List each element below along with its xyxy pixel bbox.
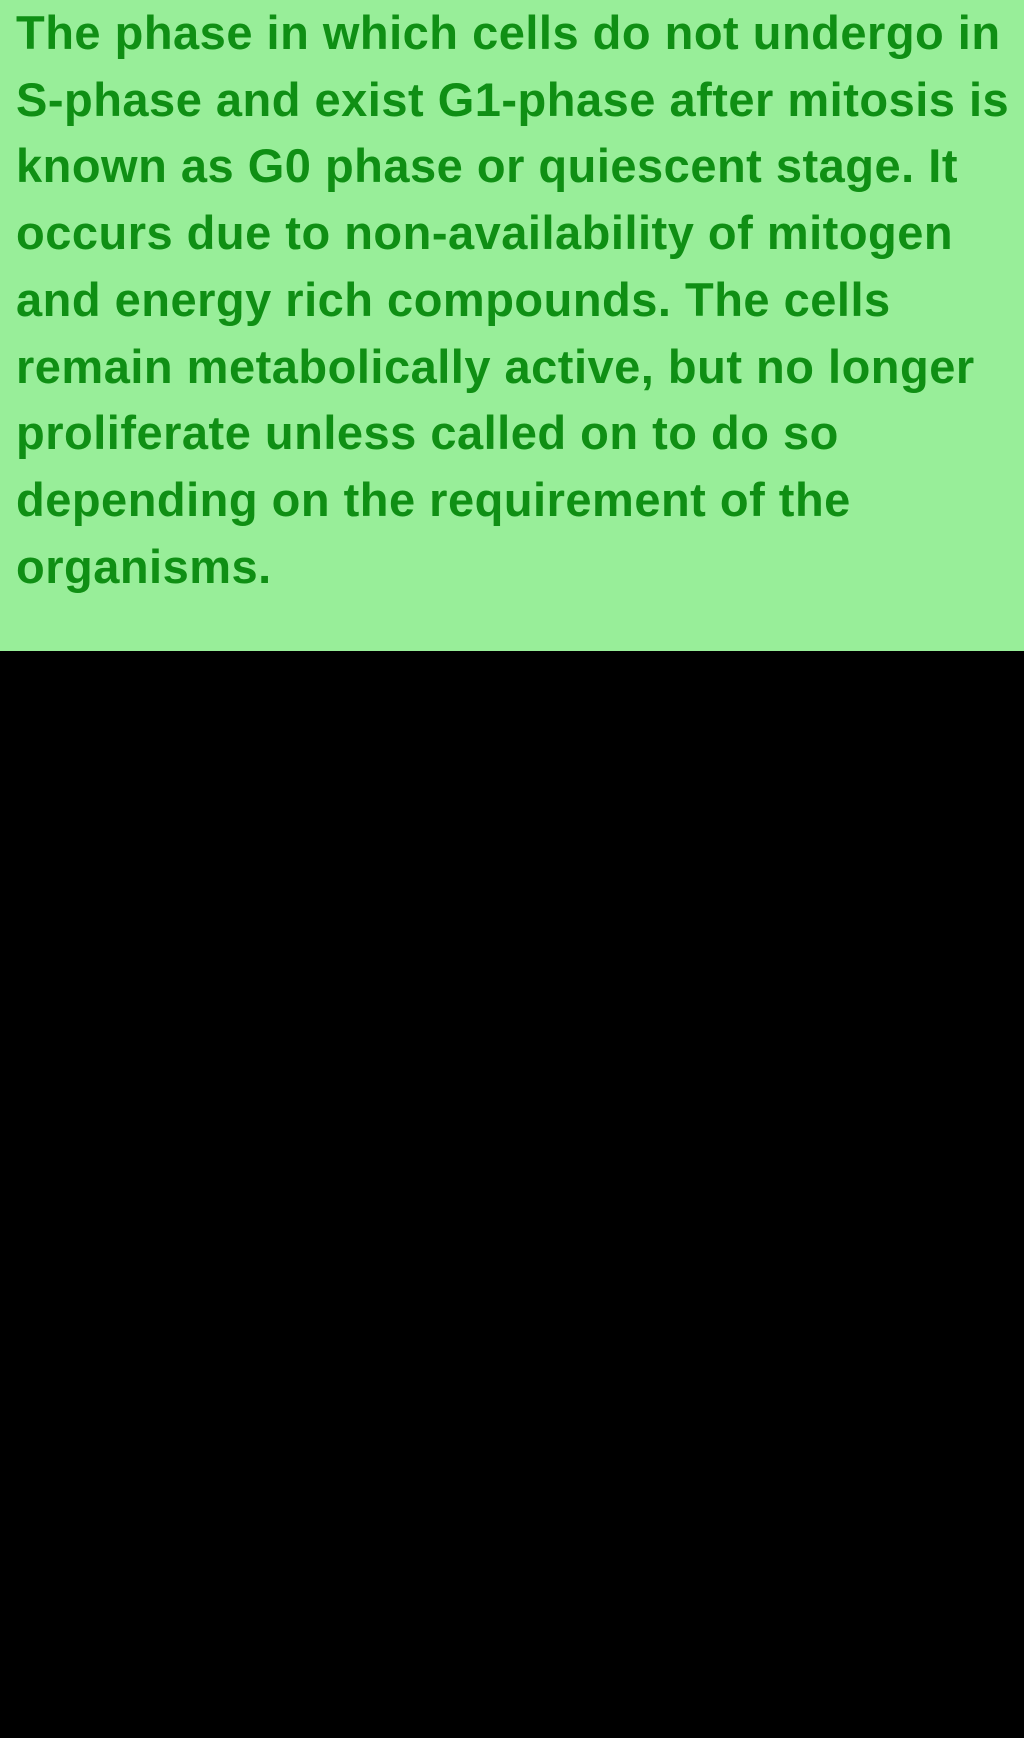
explanation-body: The phase in which cells do not undergo … — [16, 0, 1010, 601]
explanation-card: The phase in which cells do not undergo … — [0, 0, 1024, 651]
